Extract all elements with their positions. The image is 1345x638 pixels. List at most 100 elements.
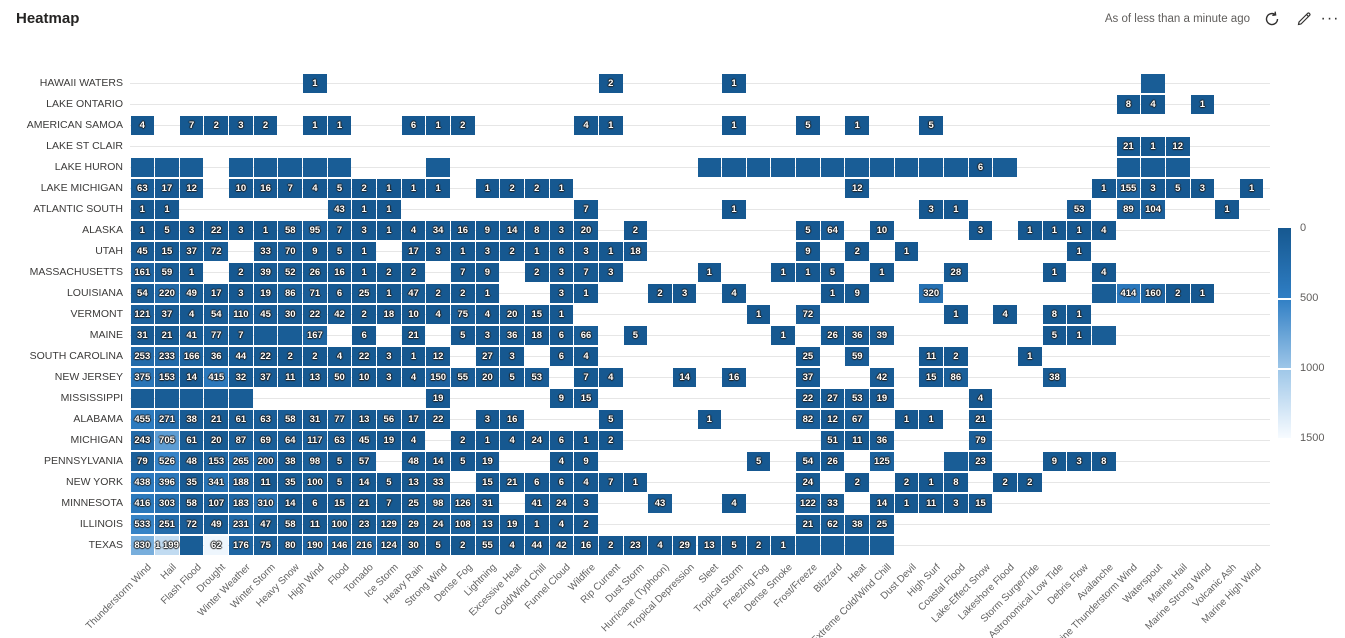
heatmap-cell[interactable] [993, 157, 1017, 177]
heatmap-cell[interactable]: 15 [919, 367, 943, 387]
heatmap-cell[interactable]: 55 [475, 535, 500, 555]
heatmap-cell[interactable]: 2 [598, 535, 623, 555]
heatmap-cell[interactable]: 167 [303, 325, 327, 345]
heatmap-cell[interactable]: 705 [155, 430, 179, 450]
heatmap-cell[interactable]: 9 [549, 388, 574, 408]
heatmap-cell[interactable]: 87 [229, 430, 253, 450]
heatmap-cell[interactable]: 14 [278, 493, 303, 513]
heatmap-cell[interactable]: 4 [968, 388, 993, 408]
heatmap-cell[interactable]: 4 [303, 178, 327, 198]
heatmap-cell[interactable]: 4 [401, 367, 426, 387]
heatmap-cell[interactable]: 1 [697, 262, 722, 282]
heatmap-cell[interactable]: 67 [845, 409, 870, 429]
heatmap-cell[interactable]: 1 [1067, 220, 1091, 240]
heatmap-cell[interactable]: 1 [598, 241, 623, 261]
heatmap-cell[interactable]: 10 [870, 220, 894, 240]
heatmap-cell[interactable]: 4 [327, 346, 352, 366]
heatmap-cell[interactable]: 70 [278, 241, 303, 261]
heatmap-cell[interactable]: 21 [352, 493, 376, 513]
heatmap-cell[interactable]: 2 [1165, 283, 1190, 303]
heatmap-cell[interactable]: 21 [500, 472, 524, 492]
heatmap-cell[interactable]: 31 [303, 409, 327, 429]
heatmap-cell[interactable]: 18 [524, 325, 549, 345]
heatmap-cell[interactable]: 2 [648, 283, 672, 303]
heatmap-cell[interactable]: 19 [377, 430, 401, 450]
heatmap-cell[interactable]: 49 [204, 514, 229, 534]
heatmap-cell[interactable]: 98 [303, 451, 327, 471]
heatmap-cell[interactable]: 1 [377, 220, 401, 240]
heatmap-cell[interactable]: 320 [919, 283, 943, 303]
heatmap-cell[interactable]: 2 [623, 220, 648, 240]
heatmap-cell[interactable] [722, 157, 746, 177]
heatmap-cell[interactable]: 35 [179, 472, 204, 492]
heatmap-cell[interactable]: 3 [229, 115, 253, 135]
heatmap-cell[interactable]: 61 [229, 409, 253, 429]
heatmap-cell[interactable]: 5 [426, 535, 450, 555]
heatmap-cell[interactable]: 1 [327, 115, 352, 135]
heatmap-cell[interactable]: 124 [377, 535, 401, 555]
heatmap-cell[interactable]: 4 [1141, 94, 1165, 114]
heatmap-cell[interactable]: 75 [450, 304, 475, 324]
heatmap-cell[interactable]: 86 [278, 283, 303, 303]
heatmap-cell[interactable]: 1 [549, 304, 574, 324]
heatmap-cell[interactable]: 2 [204, 115, 229, 135]
heatmap-cell[interactable]: 1 [1091, 178, 1116, 198]
heatmap-cell[interactable]: 77 [327, 409, 352, 429]
heatmap-cell[interactable]: 6 [524, 472, 549, 492]
heatmap-cell[interactable]: 42 [870, 367, 894, 387]
heatmap-cell[interactable]: 4 [574, 472, 598, 492]
heatmap-cell[interactable] [771, 157, 796, 177]
heatmap-cell[interactable]: 3 [500, 346, 524, 366]
heatmap-cell[interactable]: 3 [1067, 451, 1091, 471]
heatmap-cell[interactable]: 1 [253, 220, 278, 240]
heatmap-cell[interactable]: 7 [229, 325, 253, 345]
heatmap-cell[interactable]: 2 [598, 430, 623, 450]
heatmap-cell[interactable]: 17 [401, 241, 426, 261]
heatmap-cell[interactable]: 14 [352, 472, 376, 492]
heatmap-cell[interactable]: 1 [1190, 283, 1215, 303]
heatmap-cell[interactable]: 16 [327, 262, 352, 282]
heatmap-cell[interactable]: 25 [352, 283, 376, 303]
heatmap-cell[interactable] [1165, 157, 1190, 177]
heatmap-cell[interactable]: 12 [845, 178, 870, 198]
heatmap-cell[interactable]: 3 [1141, 178, 1165, 198]
heatmap-cell[interactable]: 12 [820, 409, 845, 429]
heatmap-cell[interactable]: 6 [327, 283, 352, 303]
heatmap-cell[interactable]: 4 [401, 220, 426, 240]
heatmap-cell[interactable]: 5 [598, 409, 623, 429]
heatmap-cell[interactable]: 45 [352, 430, 376, 450]
heatmap-cell[interactable]: 153 [155, 367, 179, 387]
heatmap-cell[interactable]: 48 [401, 451, 426, 471]
heatmap-cell[interactable]: 455 [130, 409, 155, 429]
heatmap-cell[interactable]: 1 [1067, 304, 1091, 324]
heatmap-cell[interactable] [1091, 325, 1116, 345]
heatmap-cell[interactable]: 31 [475, 493, 500, 513]
heatmap-cell[interactable]: 26 [820, 325, 845, 345]
heatmap-cell[interactable]: 49 [179, 283, 204, 303]
heatmap-cell[interactable] [179, 535, 204, 555]
heatmap-cell[interactable] [1141, 157, 1165, 177]
heatmap-cell[interactable]: 45 [130, 241, 155, 261]
heatmap-cell[interactable] [845, 535, 870, 555]
heatmap-cell[interactable]: 1 [919, 472, 943, 492]
heatmap-cell[interactable]: 5 [623, 325, 648, 345]
heatmap-cell[interactable]: 72 [179, 514, 204, 534]
heatmap-cell[interactable]: 42 [549, 535, 574, 555]
heatmap-cell[interactable]: 1 [944, 304, 968, 324]
heatmap-cell[interactable] [820, 157, 845, 177]
heatmap-cell[interactable]: 200 [253, 451, 278, 471]
heatmap-cell[interactable]: 1 [179, 262, 204, 282]
heatmap-cell[interactable]: 25 [401, 493, 426, 513]
heatmap-cell[interactable] [130, 157, 155, 177]
heatmap-cell[interactable]: 4 [993, 304, 1017, 324]
heatmap-cell[interactable]: 3 [574, 493, 598, 513]
heatmap-cell[interactable]: 22 [204, 220, 229, 240]
heatmap-cell[interactable]: 7 [377, 493, 401, 513]
heatmap-cell[interactable] [303, 157, 327, 177]
heatmap-cell[interactable]: 15 [574, 388, 598, 408]
heatmap-cell[interactable]: 2 [500, 241, 524, 261]
heatmap-cell[interactable]: 830 [130, 535, 155, 555]
heatmap-cell[interactable]: 1 [894, 241, 919, 261]
heatmap-cell[interactable]: 12 [1165, 136, 1190, 156]
heatmap-cell[interactable]: 1 [722, 199, 746, 219]
